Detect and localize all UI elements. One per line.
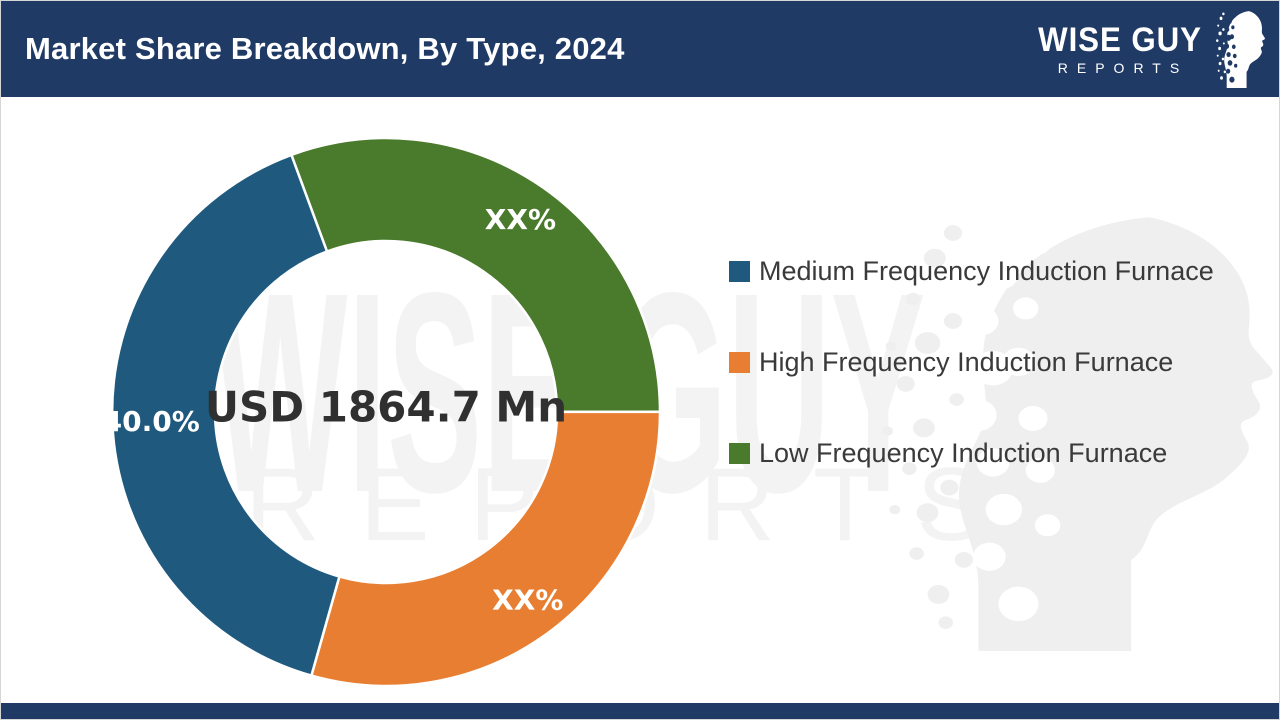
donut-slice	[110, 153, 341, 677]
legend-label-medium: Medium Frequency Induction Furnace	[759, 255, 1214, 286]
slice-percent-label: XX%	[485, 203, 556, 236]
brand-logo: WISE GUY REPORTS	[1031, 10, 1279, 88]
footer-bar	[1, 703, 1279, 719]
legend-item-low-frequency: Low Frequency Induction Furnace	[729, 438, 1214, 468]
legend-swatch-medium	[729, 260, 750, 282]
legend-label-high: High Frequency Induction Furnace	[759, 346, 1174, 377]
legend-item-high-frequency: High Frequency Induction Furnace	[729, 347, 1214, 377]
brand-logo-reports: REPORTS	[1057, 60, 1189, 76]
legend-item-medium-frequency: Medium Frequency Induction Furnace	[729, 256, 1214, 286]
header-bar: Market Share Breakdown, By Type, 2024 WI…	[1, 1, 1279, 97]
brand-logo-wiseguy: WISE GUY	[1038, 21, 1202, 59]
chart-legend: Medium Frequency Induction Furnace High …	[729, 256, 1214, 529]
slice-percent-label: 40.0%	[103, 405, 200, 438]
donut-slice	[290, 136, 662, 414]
chart-center-value: USD 1864.7 Mn	[204, 382, 568, 432]
legend-swatch-low	[729, 442, 750, 464]
donut-slice	[310, 410, 662, 688]
legend-swatch-high	[729, 351, 750, 373]
donut-chart: XX% XX% 40.0%	[103, 136, 662, 688]
page-title: Market Share Breakdown, By Type, 2024	[25, 31, 625, 66]
legend-label-low: Low Frequency Induction Furnace	[759, 437, 1168, 468]
brand-logo-text: WISE GUY REPORTS	[1031, 23, 1209, 75]
slice-percent-label: XX%	[492, 583, 563, 616]
brand-logo-face-icon	[1216, 11, 1265, 88]
